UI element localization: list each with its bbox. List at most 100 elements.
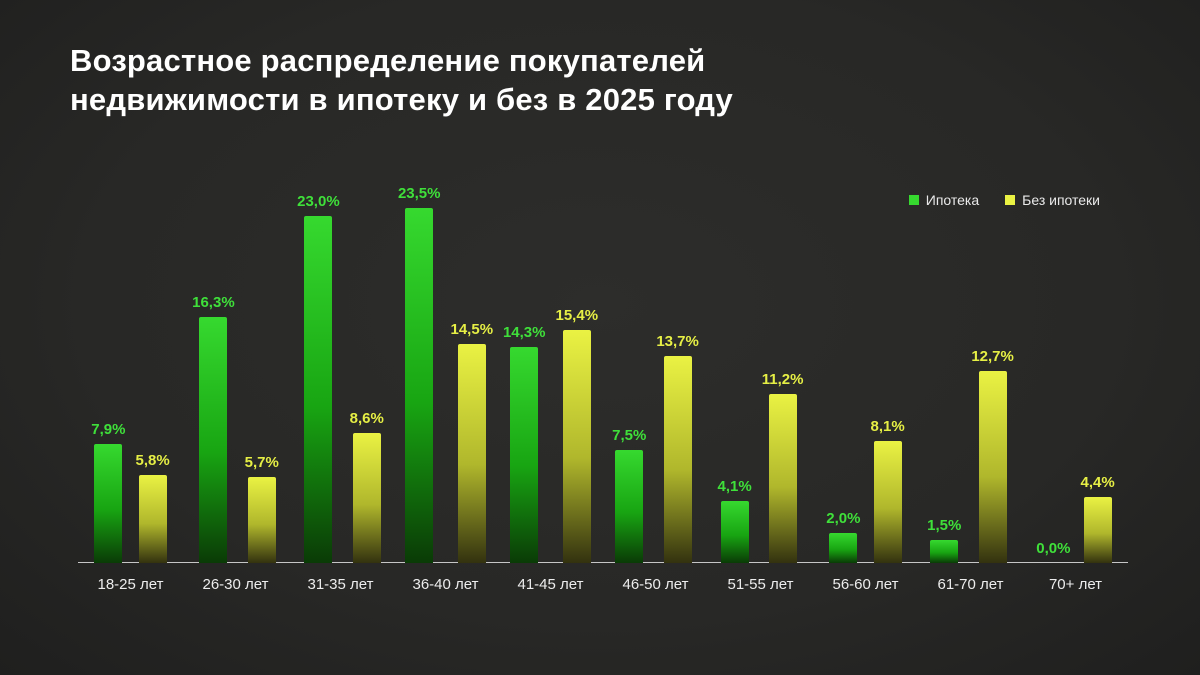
- bar-value-label: 15,4%: [555, 307, 599, 324]
- legend-item-mortgage: Ипотека: [908, 192, 980, 208]
- bar-cell-no-mortgage: 5,8%: [136, 452, 170, 563]
- chart-title-line1: Возрастное распределение покупателей: [70, 43, 706, 78]
- bar-mortgage: [405, 208, 434, 563]
- bar-cell-no-mortgage: 8,1%: [871, 418, 905, 563]
- category-label: 46-50 лет: [622, 576, 689, 593]
- legend-item-no-mortgage: Без ипотеки: [1005, 192, 1100, 208]
- bar-no-mortgage: [138, 475, 167, 563]
- bar-cell-mortgage: 23,0%: [297, 193, 340, 563]
- chart-title-line2: недвижимости в ипотеку и без в 2025 году: [70, 81, 733, 117]
- bar-no-mortgage: [457, 344, 486, 563]
- bar-no-mortgage: [663, 356, 692, 563]
- bar-pair: 7,9% 5,8%: [91, 158, 170, 563]
- bar-mortgage: [199, 317, 228, 563]
- bar-value-label: 4,4%: [1080, 474, 1115, 491]
- bar-cell-mortgage: 14,3%: [503, 324, 546, 563]
- bar-cell-no-mortgage: 13,7%: [656, 333, 699, 563]
- bar-no-mortgage: [768, 394, 797, 563]
- bar-group: 7,5% 13,7% 46-50 лет: [603, 158, 708, 605]
- bar-cell-mortgage: 0,0%: [1036, 540, 1070, 563]
- bar-cell-no-mortgage: 12,7%: [971, 348, 1014, 563]
- bar-value-label: 12,7%: [971, 348, 1014, 365]
- bar-no-mortgage: [1083, 497, 1112, 563]
- bar-mortgage: [304, 216, 333, 563]
- bar-group: 16,3% 5,7% 26-30 лет: [183, 158, 288, 605]
- bar-value-label: 13,7%: [656, 333, 699, 350]
- bar-cell-mortgage: 7,9%: [91, 421, 126, 563]
- bar-mortgage: [94, 444, 123, 563]
- bar-value-label: 1,5%: [927, 517, 962, 534]
- bar-no-mortgage: [247, 477, 276, 563]
- bar-cell-no-mortgage: 11,2%: [761, 371, 804, 563]
- x-axis-line: [78, 562, 1128, 563]
- bar-cell-mortgage: 2,0%: [826, 510, 861, 563]
- bar-pair: 1,5% 12,7%: [927, 158, 1014, 563]
- bar-pair: 14,3% 15,4%: [503, 158, 598, 563]
- category-label: 26-30 лет: [202, 576, 269, 593]
- bar-pair: 23,0% 8,6%: [297, 158, 384, 563]
- category-label: 51-55 лет: [727, 576, 794, 593]
- bar-chart: 7,9% 5,8% 18-25 лет 16,3% 5,7% 26-30 лет 23,0%…: [78, 158, 1128, 605]
- bar-value-label: 8,1%: [870, 418, 905, 435]
- bar-group: 23,5% 14,5% 36-40 лет: [393, 158, 498, 605]
- bar-value-label: 2,0%: [826, 510, 861, 527]
- bar-no-mortgage: [562, 330, 591, 563]
- bar-pair: 7,5% 13,7%: [612, 158, 699, 563]
- legend-label-mortgage: Ипотека: [925, 192, 980, 208]
- bar-group: 4,1% 11,2% 51-55 лет: [708, 158, 813, 605]
- category-label: 18-25 лет: [97, 576, 164, 593]
- bar-value-label: 4,1%: [717, 478, 752, 495]
- bar-cell-mortgage: 16,3%: [192, 294, 235, 563]
- bar-cell-mortgage: 1,5%: [927, 517, 961, 563]
- category-label: 36-40 лет: [412, 576, 479, 593]
- bar-cell-no-mortgage: 14,5%: [450, 321, 494, 563]
- legend-swatch-no-mortgage-icon: [1005, 195, 1016, 205]
- bar-pair: 23,5% 14,5%: [398, 158, 493, 563]
- bar-pair: 4,1% 11,2%: [718, 158, 804, 563]
- bar-group: 0,0% 4,4% 70+ лет: [1023, 158, 1128, 605]
- bar-value-label: 14,5%: [450, 321, 494, 338]
- legend-label-no-mortgage: Без ипотеки: [1022, 192, 1100, 208]
- bar-cell-mortgage: 4,1%: [718, 478, 752, 563]
- bar-pair: 16,3% 5,7%: [192, 158, 279, 563]
- bar-pair: 0,0% 4,4%: [1036, 158, 1115, 563]
- category-label: 56-60 лет: [832, 576, 899, 593]
- bar-mortgage: [510, 347, 539, 563]
- bar-value-label: 7,5%: [612, 427, 647, 444]
- bar-cell-no-mortgage: 5,7%: [245, 454, 279, 563]
- bar-group: 2,0% 8,1% 56-60 лет: [813, 158, 918, 605]
- bar-no-mortgage: [352, 433, 381, 563]
- category-label: 61-70 лет: [937, 576, 1004, 593]
- bar-no-mortgage: [873, 441, 902, 563]
- bar-value-label: 7,9%: [91, 421, 126, 438]
- bar-group: 1,5% 12,7% 61-70 лет: [918, 158, 1023, 605]
- chart-legend: Ипотека Без ипотеки: [908, 192, 1100, 208]
- bar-value-label: 23,0%: [297, 193, 340, 210]
- category-label: 41-45 лет: [517, 576, 584, 593]
- bar-no-mortgage: [978, 371, 1007, 563]
- category-label: 70+ лет: [1048, 576, 1103, 593]
- bar-value-label: 5,8%: [135, 452, 170, 469]
- bar-group: 14,3% 15,4% 41-45 лет: [498, 158, 603, 605]
- bar-cell-mortgage: 7,5%: [612, 427, 646, 563]
- bar-value-label: 16,3%: [192, 294, 235, 311]
- bar-value-label: 8,6%: [349, 410, 384, 427]
- bar-value-label: 23,5%: [397, 185, 441, 202]
- bar-mortgage: [615, 450, 644, 563]
- category-label: 31-35 лет: [307, 576, 374, 593]
- bar-pair: 2,0% 8,1%: [826, 158, 905, 563]
- bar-value-label: 11,2%: [761, 371, 804, 388]
- legend-swatch-mortgage-icon: [908, 195, 919, 205]
- bar-groups: 7,9% 5,8% 18-25 лет 16,3% 5,7% 26-30 лет 23,0%…: [78, 158, 1128, 605]
- bar-value-label: 0,0%: [1036, 540, 1071, 557]
- bar-cell-no-mortgage: 4,4%: [1081, 474, 1115, 563]
- bar-value-label: 5,7%: [244, 454, 279, 471]
- bar-cell-mortgage: 23,5%: [398, 185, 441, 563]
- bar-mortgage: [930, 540, 959, 563]
- bar-mortgage: [720, 501, 749, 563]
- chart-title: Возрастное распределение покупателей нед…: [70, 42, 733, 120]
- bar-mortgage: [829, 533, 858, 563]
- bar-cell-no-mortgage: 8,6%: [350, 410, 384, 563]
- bar-group: 23,0% 8,6% 31-35 лет: [288, 158, 393, 605]
- bar-cell-no-mortgage: 15,4%: [555, 307, 599, 563]
